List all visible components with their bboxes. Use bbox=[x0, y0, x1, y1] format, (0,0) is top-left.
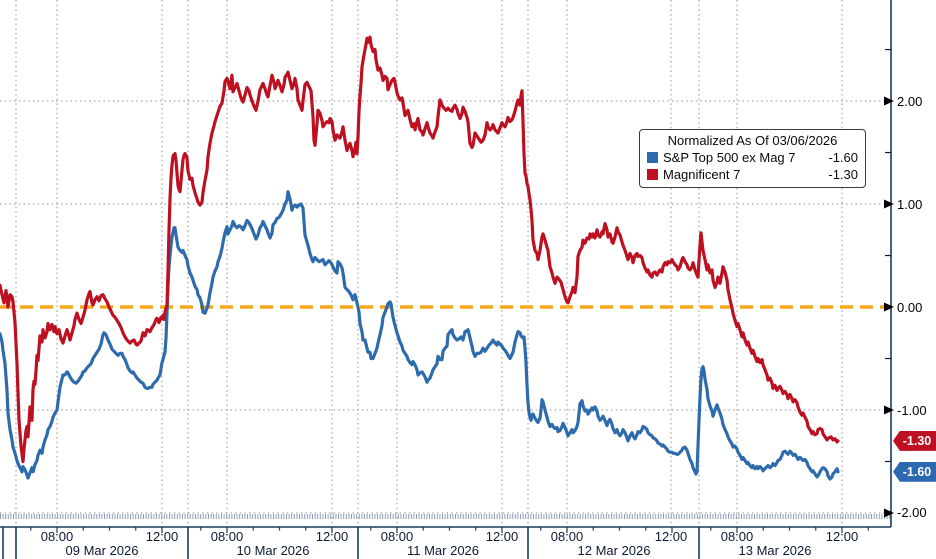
sp500-ex-mag7-line bbox=[0, 190, 840, 481]
last-price-badge: -1.60 bbox=[893, 461, 936, 482]
time-tick-label: 12:00 bbox=[825, 529, 859, 544]
legend-series-name: S&P Top 500 ex Mag 7 bbox=[663, 150, 796, 165]
gridlines bbox=[0, 0, 891, 527]
legend-title: Normalized As Of 03/06/2026 bbox=[667, 133, 838, 148]
legend-series-value: -1.30 bbox=[828, 167, 858, 182]
last-price-badge: -1.30 bbox=[893, 430, 936, 451]
legend-item[interactable]: S&P Top 500 ex Mag 7 -1.60 bbox=[647, 149, 858, 166]
time-tick-label: 08:00 bbox=[210, 529, 244, 544]
y-major-tick-arrow bbox=[884, 302, 894, 312]
y-major-tick-arrow bbox=[884, 405, 894, 415]
time-tick-label: 12:00 bbox=[145, 529, 179, 544]
y-major-tick-arrow bbox=[884, 508, 894, 518]
time-tick-label: 08:00 bbox=[40, 529, 74, 544]
axis-ticks bbox=[2, 48, 894, 559]
date-label: 11 Mar 2026 bbox=[406, 543, 480, 558]
y-axis-label: -1.00 bbox=[897, 402, 927, 418]
legend-series-name: Magnificent 7 bbox=[663, 167, 741, 182]
date-label: 12 Mar 2026 bbox=[577, 543, 651, 558]
y-major-tick-arrow bbox=[884, 96, 894, 106]
legend-swatch-icon bbox=[647, 169, 658, 180]
magnificent7-line bbox=[0, 35, 840, 464]
y-axis-label: 1.00 bbox=[897, 196, 923, 212]
date-label: 09 Mar 2026 bbox=[65, 543, 139, 558]
time-tick-label: 12:00 bbox=[654, 529, 688, 544]
legend-item[interactable]: Magnificent 7 -1.30 bbox=[647, 166, 858, 183]
series-lines bbox=[0, 35, 840, 481]
y-axis-label: 0.00 bbox=[897, 299, 923, 315]
time-tick-label: 08:00 bbox=[550, 529, 584, 544]
time-tick-label: 08:00 bbox=[380, 529, 414, 544]
time-tick-label: 12:00 bbox=[315, 529, 349, 544]
axes bbox=[0, 0, 892, 528]
legend-series-value: -1.60 bbox=[828, 150, 858, 165]
legend-swatch-icon bbox=[647, 152, 658, 163]
y-axis-label: -2.00 bbox=[897, 505, 927, 521]
date-label: 13 Mar 2026 bbox=[738, 543, 812, 558]
time-tick-label: 08:00 bbox=[720, 529, 754, 544]
time-tick-label: 12:00 bbox=[485, 529, 519, 544]
date-label: 10 Mar 2026 bbox=[236, 543, 310, 558]
y-axis-label: 2.00 bbox=[897, 93, 923, 109]
y-major-tick-arrow bbox=[884, 199, 894, 209]
legend-box: Normalized As Of 03/06/2026 S&P Top 500 … bbox=[639, 129, 866, 188]
